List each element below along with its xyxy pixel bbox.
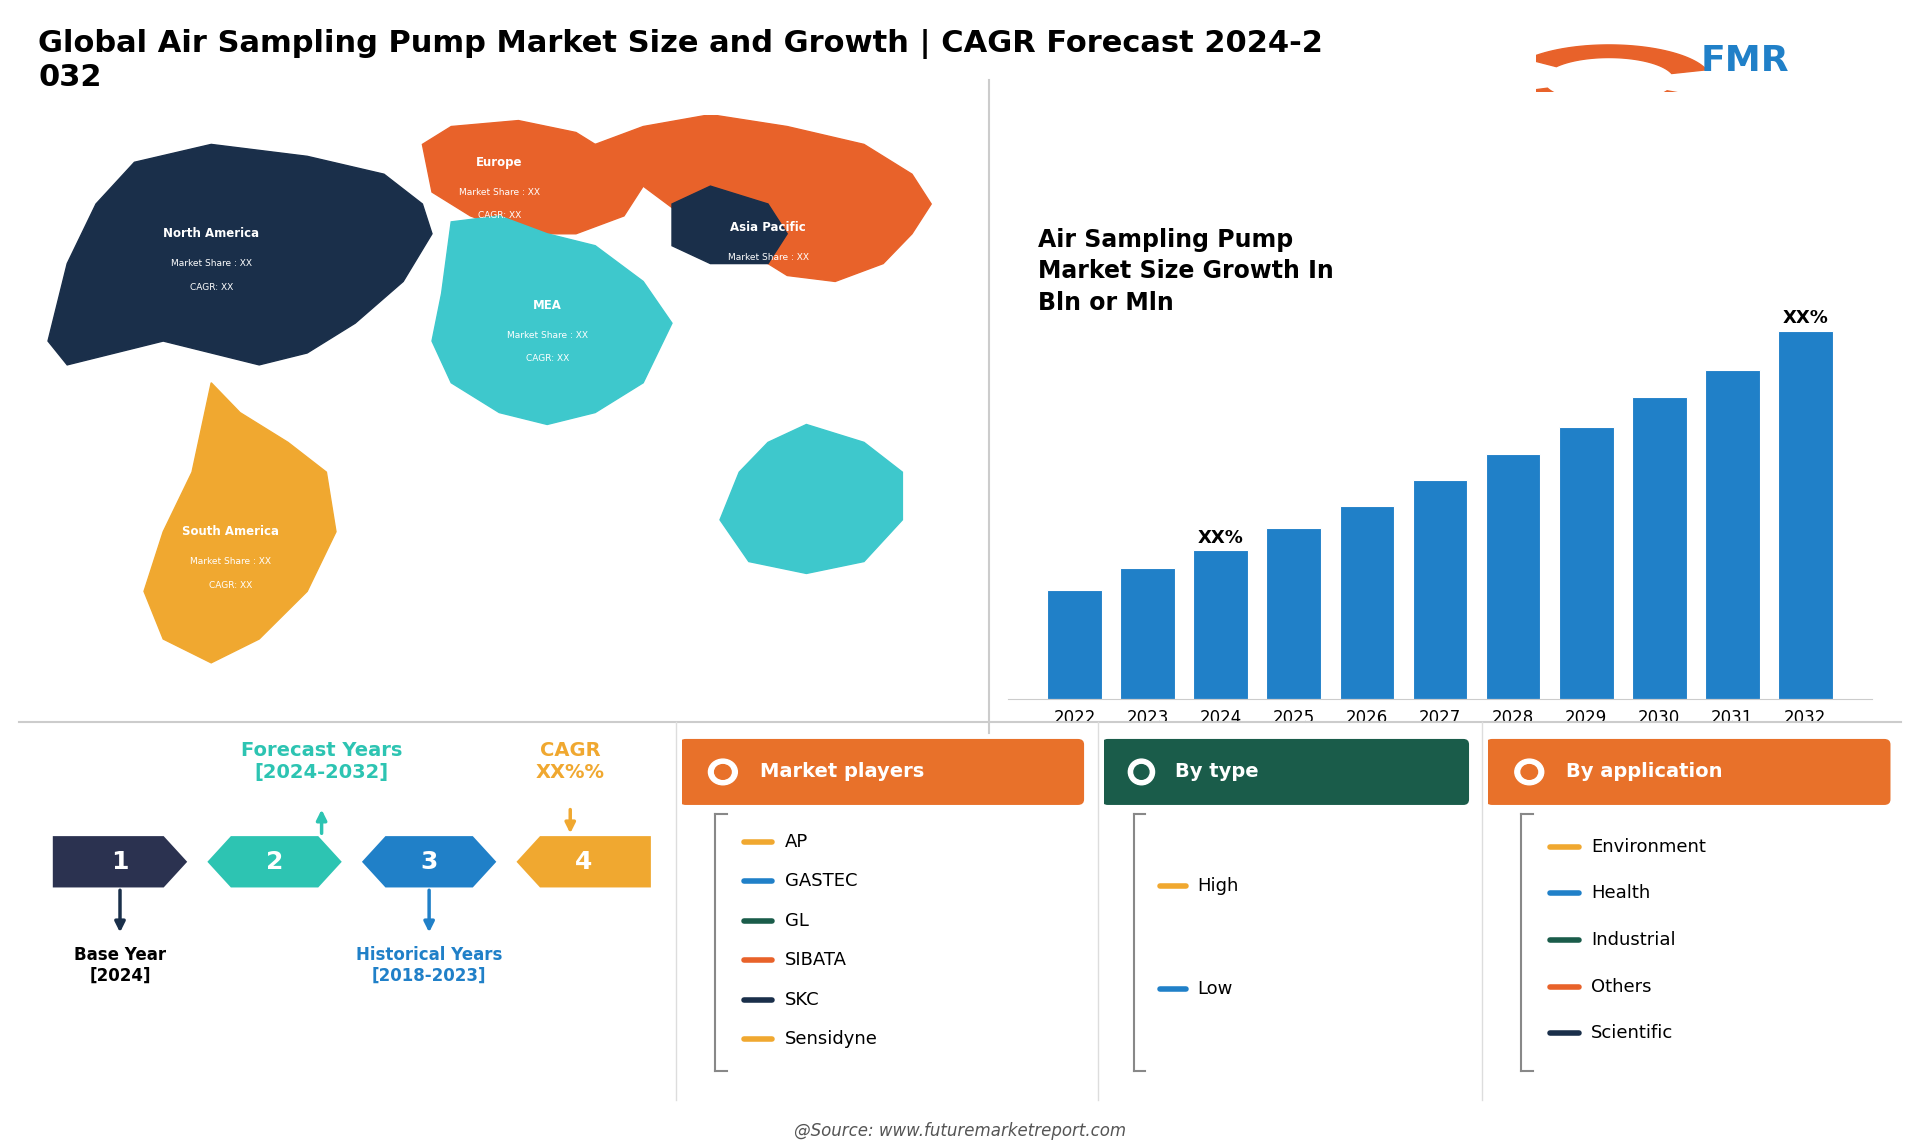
Bar bbox=[1705, 370, 1759, 699]
Bar bbox=[1121, 567, 1175, 699]
FancyBboxPatch shape bbox=[1486, 739, 1891, 804]
Polygon shape bbox=[422, 120, 643, 234]
Text: CAGR: XX: CAGR: XX bbox=[209, 581, 252, 590]
Text: Europe: Europe bbox=[476, 156, 522, 168]
Text: Industrial: Industrial bbox=[1592, 932, 1676, 949]
Polygon shape bbox=[207, 837, 342, 887]
Text: Asia Pacific: Asia Pacific bbox=[730, 221, 806, 234]
Text: AP: AP bbox=[785, 833, 808, 850]
Text: Global Air Sampling Pump Market Size and Growth | CAGR Forecast 2024-2
032: Global Air Sampling Pump Market Size and… bbox=[38, 29, 1323, 92]
Text: Base Year
[2024]: Base Year [2024] bbox=[75, 947, 165, 984]
Text: XX%: XX% bbox=[1198, 528, 1244, 547]
Text: Others: Others bbox=[1592, 978, 1651, 996]
Polygon shape bbox=[672, 186, 787, 264]
Text: FUTURE MARKET REPORT: FUTURE MARKET REPORT bbox=[1701, 94, 1832, 104]
Bar bbox=[1194, 550, 1248, 699]
Bar bbox=[1778, 331, 1834, 699]
Polygon shape bbox=[1526, 45, 1707, 73]
Text: Market Share : XX: Market Share : XX bbox=[728, 253, 808, 262]
Circle shape bbox=[1515, 759, 1544, 785]
Polygon shape bbox=[144, 383, 336, 662]
Text: XX%: XX% bbox=[1782, 309, 1828, 328]
Text: CAGR: XX: CAGR: XX bbox=[747, 277, 789, 286]
Text: Forecast Years
[2024-2032]: Forecast Years [2024-2032] bbox=[240, 740, 403, 782]
Text: SIBATA: SIBATA bbox=[785, 951, 847, 970]
Text: CAGR: XX: CAGR: XX bbox=[526, 354, 568, 363]
Bar bbox=[1559, 427, 1613, 699]
Text: GASTEC: GASTEC bbox=[785, 872, 858, 890]
Text: South America: South America bbox=[182, 525, 278, 539]
Circle shape bbox=[714, 764, 732, 779]
Text: @Source: www.futuremarketreport.com: @Source: www.futuremarketreport.com bbox=[795, 1122, 1125, 1140]
Text: SKC: SKC bbox=[785, 991, 820, 1008]
FancyBboxPatch shape bbox=[1102, 739, 1469, 804]
Text: GL: GL bbox=[785, 912, 808, 929]
Text: Air Sampling Pump
Market Size Growth In
Bln or Mln: Air Sampling Pump Market Size Growth In … bbox=[1039, 228, 1334, 315]
Text: By type: By type bbox=[1175, 762, 1260, 782]
Bar bbox=[1267, 528, 1321, 699]
FancyBboxPatch shape bbox=[680, 739, 1085, 804]
Text: CAGR: XX: CAGR: XX bbox=[190, 283, 232, 292]
Text: FMR: FMR bbox=[1701, 45, 1789, 78]
Text: CAGR: XX: CAGR: XX bbox=[478, 211, 520, 220]
Bar bbox=[1486, 454, 1540, 699]
Text: 4: 4 bbox=[574, 850, 593, 873]
Text: High: High bbox=[1198, 877, 1238, 895]
Polygon shape bbox=[516, 837, 651, 887]
Circle shape bbox=[1521, 764, 1538, 779]
Text: By application: By application bbox=[1567, 762, 1722, 782]
Circle shape bbox=[1129, 759, 1154, 785]
Text: Market Share : XX: Market Share : XX bbox=[171, 259, 252, 268]
Text: 1: 1 bbox=[111, 850, 129, 873]
Bar bbox=[1046, 589, 1102, 699]
Polygon shape bbox=[361, 837, 495, 887]
Polygon shape bbox=[595, 115, 931, 282]
Text: North America: North America bbox=[163, 227, 259, 241]
Text: Market Share : XX: Market Share : XX bbox=[507, 330, 588, 339]
Text: Market Share : XX: Market Share : XX bbox=[190, 557, 271, 566]
Polygon shape bbox=[432, 215, 672, 424]
Bar bbox=[1632, 397, 1686, 699]
Bar bbox=[1340, 507, 1394, 699]
Text: Market Share : XX: Market Share : XX bbox=[459, 188, 540, 197]
Polygon shape bbox=[1513, 88, 1699, 116]
Text: 3: 3 bbox=[420, 850, 438, 873]
Text: Scientific: Scientific bbox=[1592, 1025, 1674, 1043]
Text: Sensidyne: Sensidyne bbox=[785, 1030, 877, 1049]
Polygon shape bbox=[720, 424, 902, 573]
Circle shape bbox=[708, 759, 737, 785]
Text: MEA: MEA bbox=[532, 299, 563, 312]
Text: CAGR
XX%%: CAGR XX%% bbox=[536, 740, 605, 782]
Text: Environment: Environment bbox=[1592, 838, 1707, 856]
Text: Low: Low bbox=[1198, 980, 1233, 998]
Text: Market players: Market players bbox=[760, 762, 924, 782]
Bar bbox=[1413, 480, 1467, 699]
Polygon shape bbox=[48, 144, 432, 364]
Circle shape bbox=[1135, 764, 1148, 779]
Text: Historical Years
[2018-2023]: Historical Years [2018-2023] bbox=[355, 947, 503, 984]
Text: Health: Health bbox=[1592, 885, 1651, 902]
Text: 2: 2 bbox=[265, 850, 284, 873]
Polygon shape bbox=[52, 837, 186, 887]
